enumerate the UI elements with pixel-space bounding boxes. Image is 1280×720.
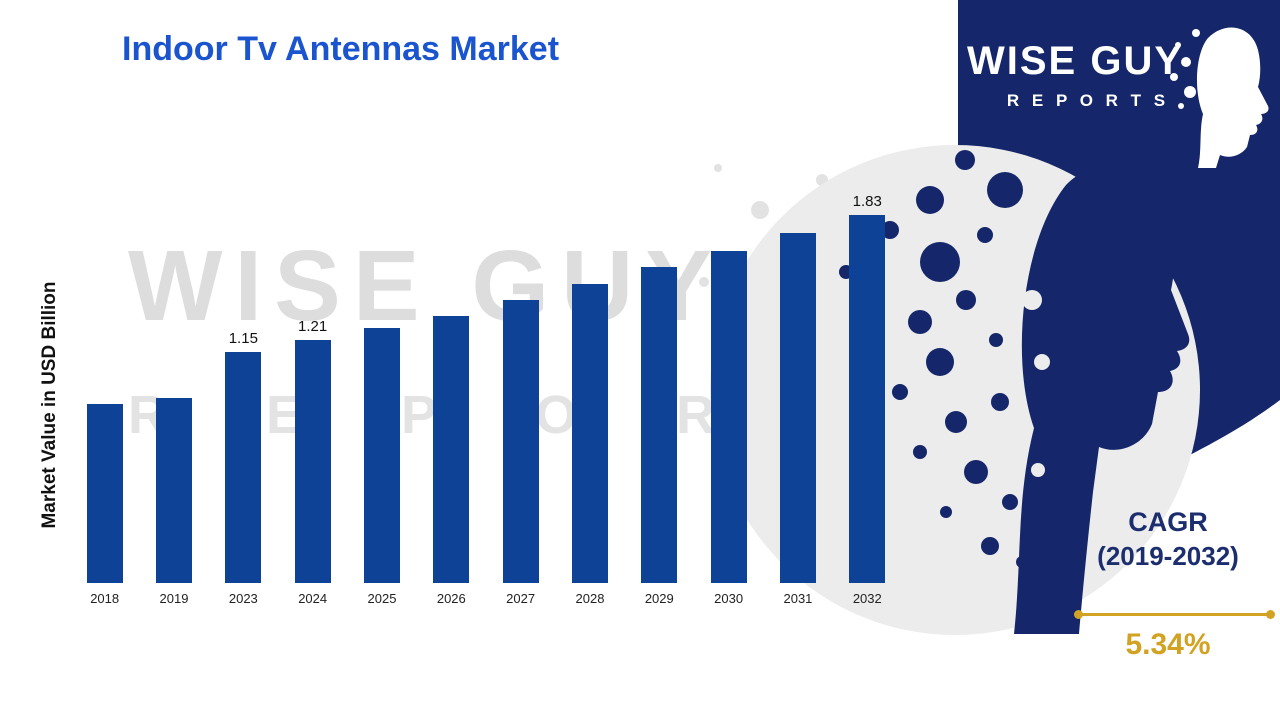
- x-tick-2028: 2028: [575, 591, 605, 606]
- bar-value-label-2024: 1.21: [298, 318, 328, 335]
- bar-2025: [363, 328, 400, 583]
- chart-title: Indoor Tv Antennas Market: [122, 30, 560, 68]
- x-tick-2032: 2032: [852, 591, 882, 606]
- cagr-label: CAGR: [1128, 507, 1208, 537]
- bar-column-2023: 1.15: [209, 190, 278, 583]
- bar-2030: [710, 251, 747, 583]
- y-axis-label: Market Value in USD Billion: [39, 281, 60, 529]
- bar-2029: [641, 267, 678, 583]
- gold-divider: [1078, 613, 1270, 616]
- x-tick-2023: 2023: [228, 591, 258, 606]
- bar-2026: [433, 316, 470, 583]
- bar-column-2025: [347, 190, 416, 583]
- logo-wordmark: WISE GUY: [967, 39, 1183, 83]
- bar-column-2028: [555, 190, 624, 583]
- bar-2023: [225, 352, 262, 583]
- x-tick-2026: 2026: [436, 591, 466, 606]
- bar-2018: [86, 404, 123, 583]
- bar-2031: [779, 233, 816, 583]
- bar-value-label-2032: 1.83: [852, 193, 882, 210]
- bar-value-label-2023: 1.15: [228, 330, 258, 347]
- x-tick-2027: 2027: [506, 591, 536, 606]
- cagr-value: 5.34%: [1125, 628, 1211, 661]
- bar-column-2032: 1.83: [833, 190, 902, 583]
- face-profile: [1014, 164, 1190, 635]
- bar-2019: [155, 398, 192, 583]
- bar-column-2019: [139, 190, 208, 583]
- cagr-period: (2019-2032): [1097, 540, 1239, 571]
- logo-face-dots: [1170, 29, 1200, 109]
- bar-column-2024: 1.21: [278, 190, 347, 583]
- bar-column-2030: [694, 190, 763, 583]
- bar-2027: [502, 300, 539, 583]
- face-dissolve-holes: [1019, 243, 1050, 477]
- x-axis-labels: 2018 2019 2023 2024 2025 2026 2027 2028 2029 2030…: [70, 591, 902, 606]
- bar-column-2018: [70, 190, 139, 583]
- bar-2032: [849, 215, 886, 583]
- x-tick-2030: 2030: [714, 591, 744, 606]
- x-tick-2031: 2031: [783, 591, 813, 606]
- gold-divider-dot-right: [1266, 610, 1275, 619]
- x-tick-2018: 2018: [90, 591, 120, 606]
- bar-2024: [294, 340, 331, 583]
- gold-divider-dot-left: [1074, 610, 1083, 619]
- bar-chart: 1.15 1.21 1.83: [70, 190, 902, 583]
- bar-column-2031: [763, 190, 832, 583]
- x-tick-2024: 2024: [298, 591, 328, 606]
- bar-column-2026: [417, 190, 486, 583]
- bar-2028: [571, 284, 608, 583]
- watermark-line1: WISE GUY: [128, 230, 725, 342]
- bar-column-2029: [625, 190, 694, 583]
- logo-face-icon: [1196, 27, 1269, 169]
- logo-subtext: R E P O R T S: [1007, 91, 1169, 110]
- bar-column-2027: [486, 190, 555, 583]
- x-tick-2025: 2025: [367, 591, 397, 606]
- x-tick-2029: 2029: [644, 591, 674, 606]
- x-tick-2019: 2019: [159, 591, 189, 606]
- cagr-block: CAGR (2019-2032): [1062, 506, 1274, 572]
